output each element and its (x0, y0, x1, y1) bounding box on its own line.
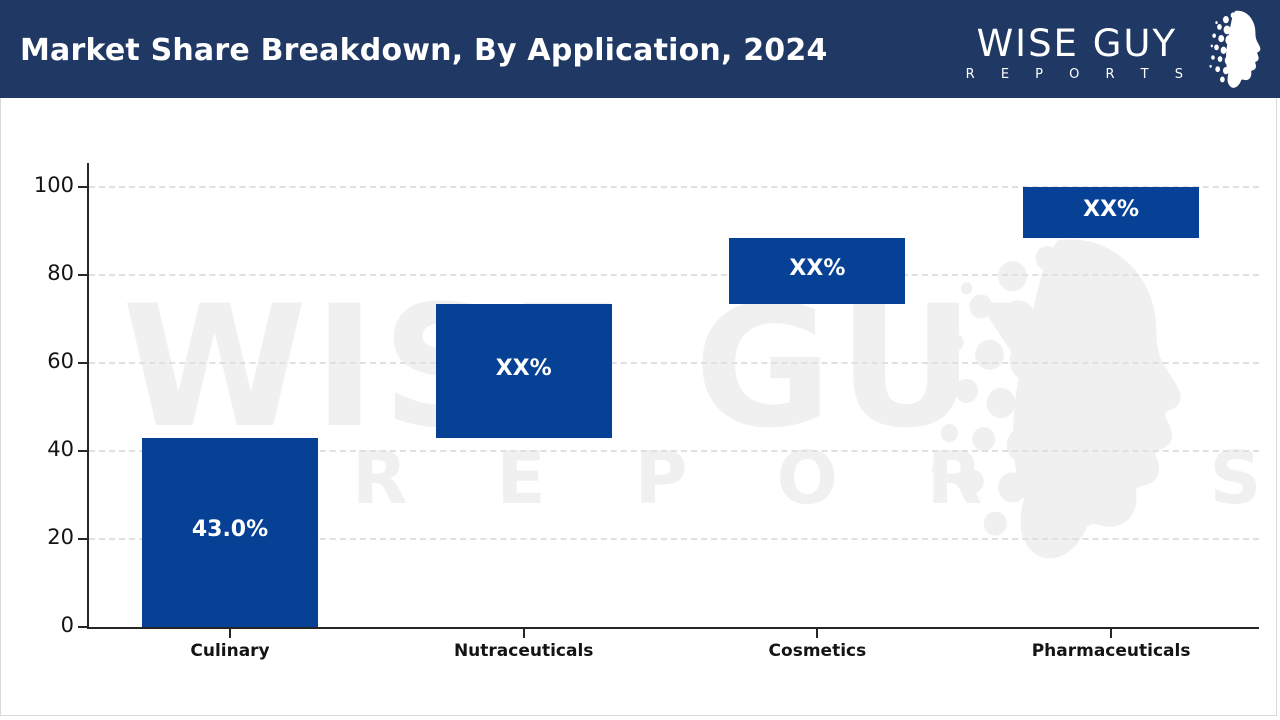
watermark-wordmark: WISE GUY (122, 269, 1109, 465)
y-axis-tick-label: 100 (33, 173, 74, 197)
y-axis-tick-label: 80 (47, 261, 74, 285)
y-axis-tick-label: 40 (47, 437, 74, 461)
gridline (89, 450, 1259, 452)
bar-value-label: XX% (1083, 197, 1140, 223)
x-axis-tick (1110, 629, 1113, 638)
x-axis-tick (522, 629, 525, 638)
y-axis-tick (78, 186, 87, 188)
x-axis-tick (816, 629, 819, 638)
logo-subtext: R E P O R T S (965, 67, 1194, 82)
x-axis-category-label: Nutraceuticals (453, 641, 594, 661)
bar-value-label: 43.0% (191, 517, 269, 543)
y-axis-tick-label: 60 (47, 349, 74, 373)
y-axis-tick (78, 538, 87, 540)
bar-value-label: XX% (789, 255, 846, 281)
bar-segment (142, 437, 318, 627)
logo-text: WISE GUY R E P O R T S (960, 22, 1194, 82)
gridline (89, 538, 1259, 540)
bar-segment (435, 303, 612, 438)
x-axis-line (87, 627, 1259, 629)
chart-title: Market Share Breakdown, By Application, … (20, 33, 828, 68)
y-axis-tick (78, 450, 87, 452)
gridline (89, 362, 1259, 364)
x-axis-category-label: Culinary (190, 641, 270, 661)
x-axis-category-label: Pharmaceuticals (1031, 641, 1191, 661)
gridline (89, 186, 1259, 188)
y-axis-tick-label: 20 (47, 525, 74, 549)
logo-wordmark: WISE GUY (976, 22, 1178, 65)
bar-segment (729, 237, 906, 304)
plot-frame (0, 98, 1277, 716)
x-axis-category-label: Cosmetics (768, 641, 867, 661)
logo-head-icon (1209, 10, 1261, 88)
gridline (89, 274, 1259, 276)
bar-segment (1023, 187, 1200, 238)
y-axis-tick (78, 274, 87, 276)
y-axis-tick-label: 0 (60, 613, 74, 637)
y-axis-tick (78, 626, 87, 628)
y-axis-tick (78, 362, 87, 364)
wise-guy-logo: WISE GUY R E P O R T S (966, 4, 1266, 96)
header-bar: Market Share Breakdown, By Application, … (0, 0, 1280, 98)
y-axis-line (87, 163, 89, 629)
x-axis-tick (229, 629, 231, 638)
bar-value-label: XX% (495, 355, 552, 381)
